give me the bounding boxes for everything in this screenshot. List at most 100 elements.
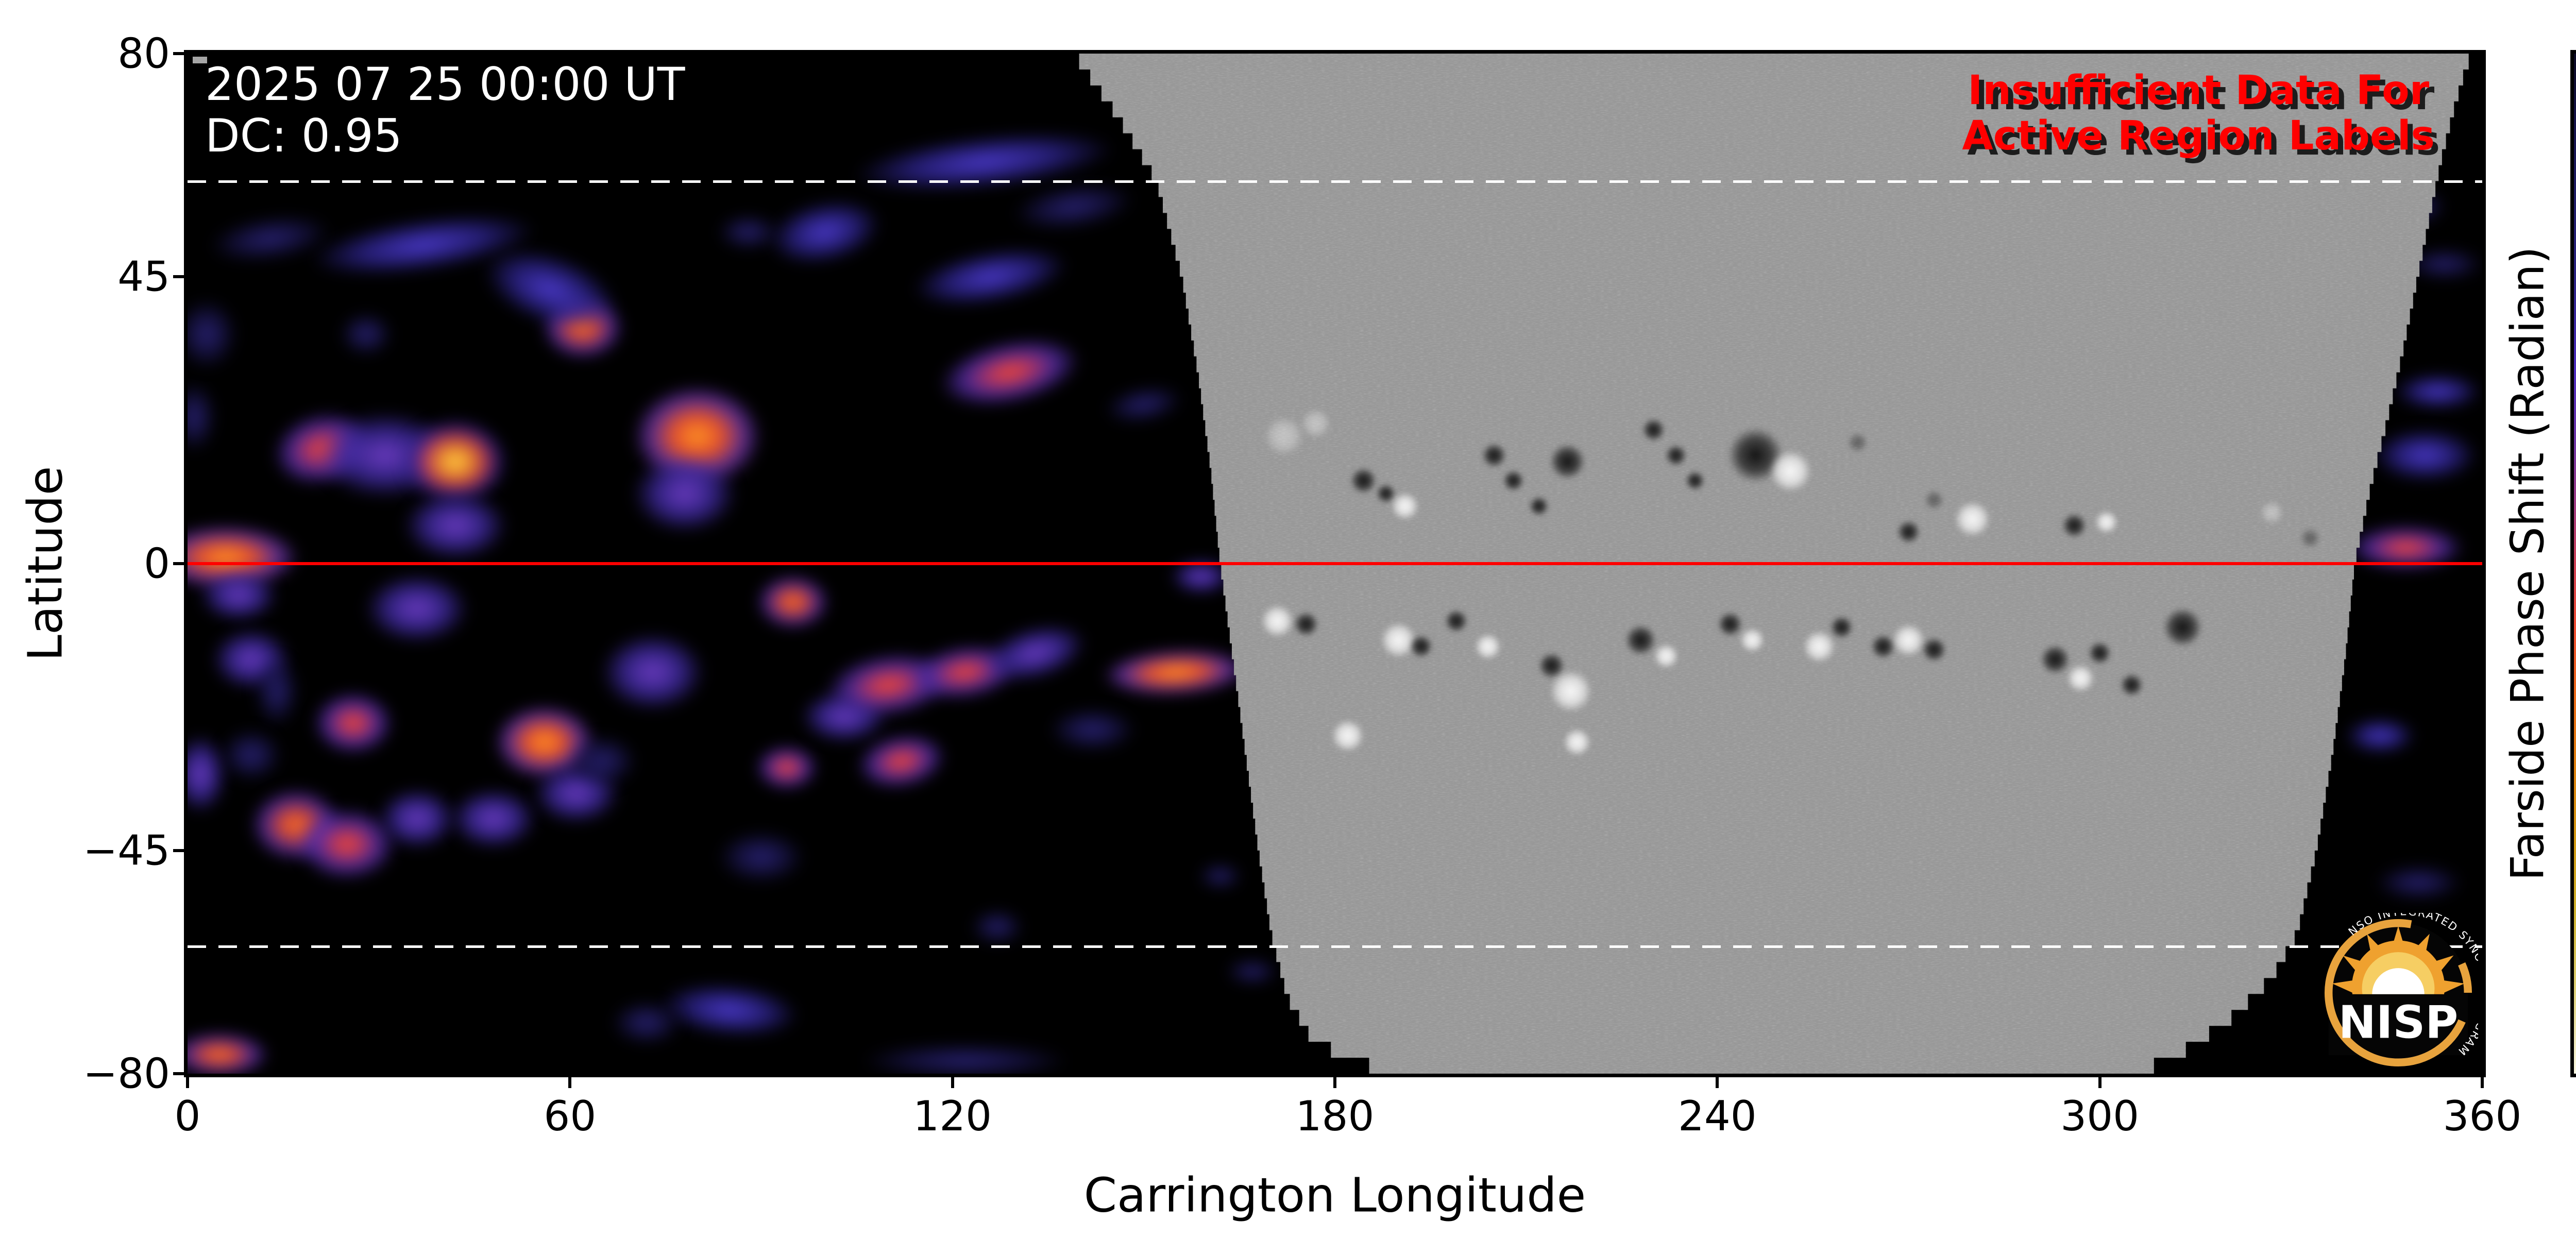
dark-polarity-spot bbox=[1549, 443, 1586, 480]
farside-blob bbox=[598, 992, 695, 1053]
x-tick-mark bbox=[2098, 1074, 2102, 1088]
y-tick-label: 45 bbox=[117, 252, 170, 301]
y-tick-mark bbox=[173, 1072, 188, 1075]
farside-colorbar-title: Farside Phase Shift (Radian) bbox=[2501, 246, 2554, 881]
white-polarity-spot bbox=[1803, 630, 1836, 664]
white-polarity-spot bbox=[1549, 669, 1592, 713]
dark-polarity-spot bbox=[1409, 635, 1433, 658]
dark-polarity-spot bbox=[2120, 673, 2144, 697]
dark-polarity-spot bbox=[1870, 634, 1896, 659]
dark-polarity-spot bbox=[1830, 616, 1854, 639]
dark-polarity-spot bbox=[1685, 470, 1705, 491]
white-polarity-spot bbox=[2260, 501, 2284, 524]
dark-polarity-spot bbox=[1625, 624, 1657, 656]
dark-polarity-spot bbox=[2162, 607, 2203, 648]
dark-polarity-spot bbox=[2062, 513, 2087, 538]
date-text: 2025 07 25 00:00 UT bbox=[205, 58, 685, 111]
dark-polarity-spot bbox=[1350, 467, 1377, 494]
plot-area: 2025 07 25 00:00 UT DC: 0.95 Insufficien… bbox=[184, 50, 2486, 1077]
white-polarity-spot bbox=[1261, 604, 1294, 638]
white-polarity-spot bbox=[1264, 416, 1304, 456]
x-tick-mark bbox=[1333, 1074, 1336, 1088]
x-tick-mark bbox=[2481, 1074, 2484, 1088]
farside-blob bbox=[344, 559, 490, 657]
dark-polarity-spot bbox=[1924, 489, 1944, 510]
farside-blob bbox=[820, 1037, 1111, 1074]
farside-colorbar bbox=[2570, 50, 2576, 1077]
white-polarity-spot bbox=[1391, 492, 1419, 520]
white-polarity-spot bbox=[1475, 633, 1501, 660]
white-polarity-spot bbox=[2094, 511, 2118, 534]
active-region-spots-layer bbox=[188, 54, 2482, 1074]
logo-ring bbox=[2324, 919, 2472, 1067]
dark-polarity-spot bbox=[1896, 520, 1920, 544]
white-polarity-spot bbox=[2066, 664, 2095, 693]
white-polarity-spot bbox=[1300, 408, 1331, 438]
white-polarity-spot bbox=[1892, 623, 1925, 657]
y-tick-mark bbox=[173, 52, 188, 55]
farside-blob bbox=[744, 565, 842, 638]
farside-blob bbox=[960, 903, 1033, 952]
x-tick-label: 120 bbox=[913, 1092, 992, 1140]
white-polarity-spot bbox=[1331, 719, 1364, 753]
nisp-logo: NISP NSO INTEGRATED SYNOPTIC PROGRAM bbox=[2324, 913, 2478, 1067]
x-axis-label: Carrington Longitude bbox=[1083, 1167, 1586, 1223]
farside-blob bbox=[2332, 711, 2429, 760]
y-tick-mark bbox=[173, 849, 188, 852]
y-tick-label: −80 bbox=[83, 1049, 170, 1098]
white-polarity-spot bbox=[1954, 500, 1991, 537]
farside-blob bbox=[298, 681, 408, 766]
dark-polarity-spot bbox=[1502, 470, 1524, 492]
corner-gray-artifact bbox=[193, 57, 207, 63]
dark-polarity-spot bbox=[1482, 443, 1507, 468]
duty-cycle-text: DC: 0.95 bbox=[205, 109, 402, 162]
y-tick-mark bbox=[173, 562, 188, 565]
x-tick-mark bbox=[568, 1074, 572, 1088]
x-tick-label: 180 bbox=[1295, 1092, 1375, 1140]
x-tick-mark bbox=[186, 1074, 189, 1088]
farside-blob bbox=[382, 477, 528, 574]
dark-polarity-spot bbox=[2040, 644, 2070, 674]
farside-blob bbox=[1190, 858, 1251, 894]
warning-line-2: Active Region Labels bbox=[1962, 113, 2435, 159]
insufficient-data-warning: Insufficient Data For Active Region Labe… bbox=[1962, 68, 2435, 159]
dark-polarity-spot bbox=[1642, 418, 1666, 442]
x-tick-label: 240 bbox=[1677, 1092, 1757, 1140]
warning-line-1: Insufficient Data For bbox=[1968, 67, 2430, 114]
latitude-plus60-dashed-line bbox=[188, 180, 2482, 183]
dark-polarity-spot bbox=[2088, 641, 2112, 665]
timestamp-block: 2025 07 25 00:00 UT DC: 0.95 bbox=[205, 59, 685, 162]
x-tick-label: 360 bbox=[2443, 1092, 2522, 1140]
y-tick-label: −45 bbox=[83, 826, 170, 875]
dark-polarity-spot bbox=[1665, 444, 1687, 466]
white-polarity-spot bbox=[1769, 449, 1812, 493]
white-polarity-spot bbox=[1563, 728, 1591, 756]
white-polarity-spot bbox=[1654, 643, 1679, 669]
y-tick-mark bbox=[173, 275, 188, 279]
white-polarity-spot bbox=[1740, 628, 1765, 653]
dark-polarity-spot bbox=[2300, 528, 2320, 548]
x-tick-label: 0 bbox=[174, 1092, 201, 1140]
farside-blob bbox=[612, 439, 758, 548]
dark-polarity-spot bbox=[1921, 637, 1947, 663]
farside-blob bbox=[1215, 953, 1289, 990]
farside-blob bbox=[1032, 699, 1154, 760]
dark-polarity-spot bbox=[1848, 432, 1868, 453]
x-tick-label: 60 bbox=[544, 1092, 597, 1140]
x-tick-mark bbox=[1716, 1074, 1719, 1088]
x-tick-label: 300 bbox=[2060, 1092, 2140, 1140]
farside-blob bbox=[580, 617, 726, 727]
dark-polarity-spot bbox=[1444, 609, 1468, 633]
dark-polarity-spot bbox=[1717, 612, 1743, 637]
y-tick-label: 0 bbox=[144, 539, 170, 588]
equator-reference-line bbox=[188, 562, 2482, 565]
latitude-minus60-dashed-line bbox=[188, 945, 2482, 948]
dark-polarity-spot bbox=[1294, 612, 1319, 637]
y-tick-label: 80 bbox=[117, 29, 170, 78]
farside-blob bbox=[700, 820, 822, 893]
x-tick-mark bbox=[951, 1074, 954, 1088]
farside-blob bbox=[553, 725, 651, 798]
dark-polarity-spot bbox=[1529, 496, 1549, 516]
logo-acronym: NISP bbox=[2338, 996, 2459, 1048]
